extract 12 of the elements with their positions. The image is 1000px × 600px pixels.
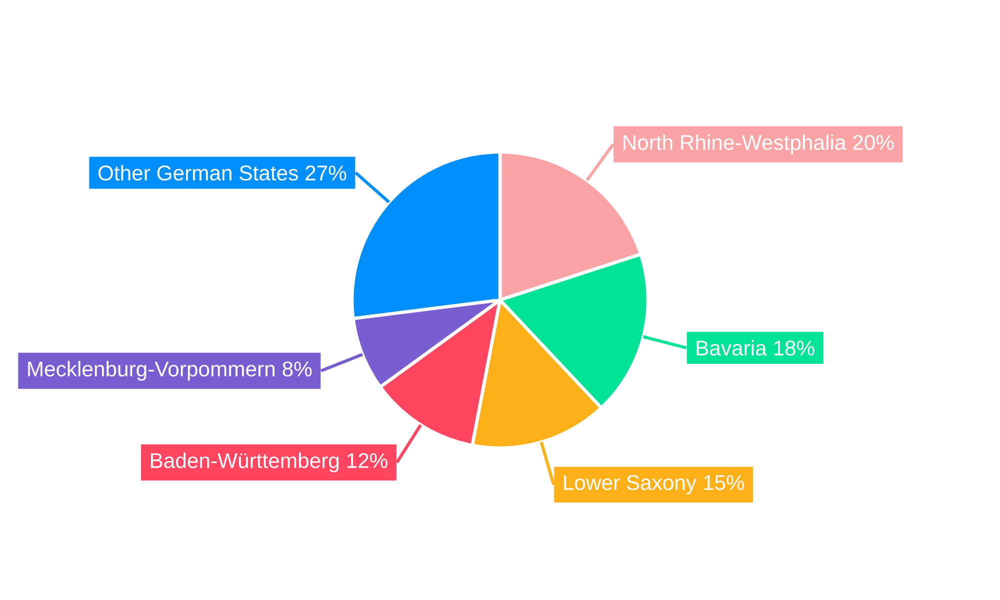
slice-label: North Rhine-Westphalia xyxy=(624,134,846,154)
slice-label: Baden-Württemberg xyxy=(151,452,339,472)
slice-label: Mecklenburg-Vorpommern xyxy=(28,360,275,381)
data-label: 27% xyxy=(306,166,346,180)
slice-label: Lower Saxony xyxy=(564,475,696,494)
slice-label: Other German States xyxy=(98,164,298,181)
data-label: 8% xyxy=(282,361,312,377)
data-label: 15% xyxy=(704,475,744,490)
slice-label: Bavaria xyxy=(696,340,767,356)
data-label: 20% xyxy=(853,135,894,150)
data-label: 18% xyxy=(774,340,814,356)
data-label: 12% xyxy=(347,453,388,468)
